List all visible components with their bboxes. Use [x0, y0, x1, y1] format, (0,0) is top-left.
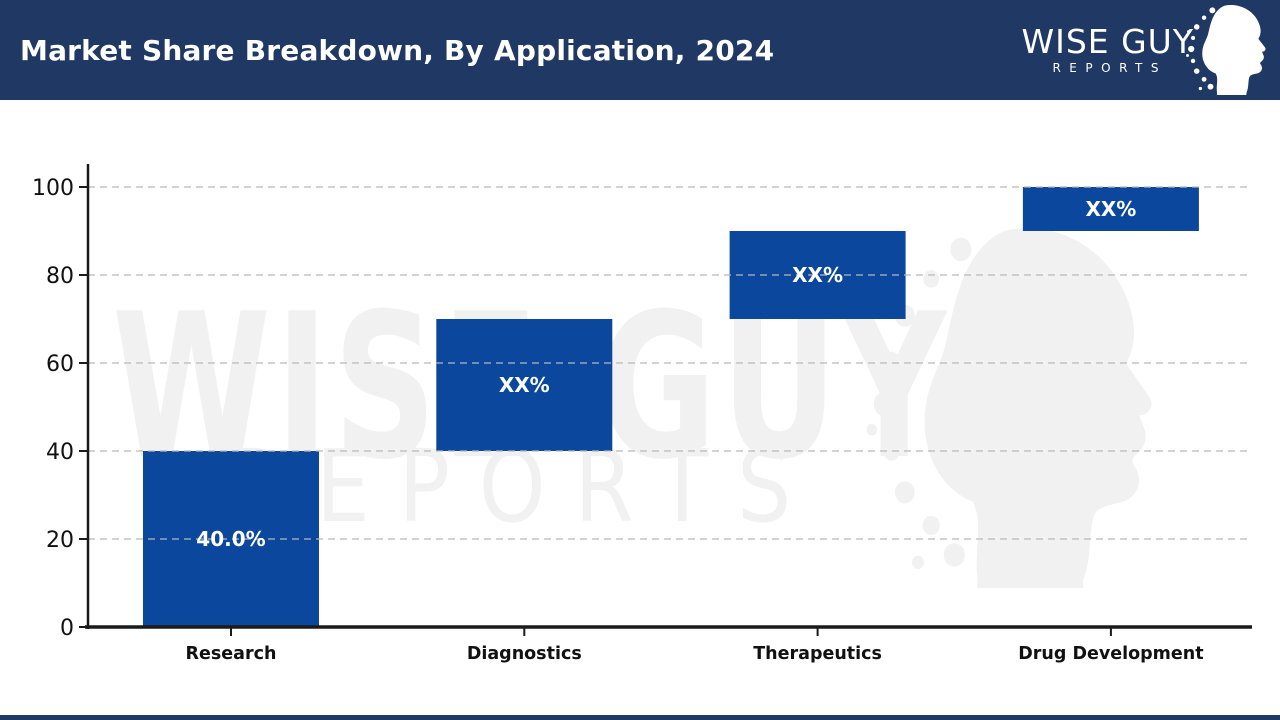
- footer-band: [0, 715, 1280, 720]
- y-tick-label-100: 100: [32, 176, 74, 201]
- logo-face-icon: [1186, 5, 1266, 95]
- y-tick-label-80: 80: [46, 264, 74, 289]
- bar-label-therapeutics: XX%: [792, 263, 843, 287]
- y-tick-label-20: 20: [46, 528, 74, 553]
- bar-label-drug-development: XX%: [1085, 197, 1136, 221]
- logo-text: WISE GUY REPORTS: [1021, 25, 1194, 75]
- bar-drug-development: [1022, 187, 1199, 231]
- bar-therapeutics: [729, 231, 906, 319]
- x-tick-label-therapeutics: Therapeutics: [753, 644, 882, 664]
- logo-wordmark: WISE GUY: [1021, 22, 1194, 61]
- header-band: Market Share Breakdown, By Application, …: [0, 0, 1280, 100]
- x-tick-label-research: Research: [186, 644, 277, 664]
- bar-chart: 0 20 40 60 80 100 Research Diagnostics Therapeut…: [32, 164, 1252, 664]
- chart-title: Market Share Breakdown, By Application, …: [20, 33, 775, 67]
- bar-diagnostics: [436, 319, 613, 451]
- y-tick-label-60: 60: [46, 352, 74, 377]
- logo-subtext: REPORTS: [1052, 61, 1167, 75]
- y-tick-label-0: 0: [60, 616, 74, 641]
- x-tick-label-drug-development: Drug Development: [1018, 644, 1203, 664]
- bar-label-research: 40.0%: [196, 527, 265, 551]
- brand-logo: WISE GUY REPORTS: [1021, 5, 1280, 95]
- x-tick-label-diagnostics: Diagnostics: [467, 644, 582, 664]
- bar-label-diagnostics: XX%: [499, 373, 550, 397]
- watermark-subtext: REPORTS: [228, 428, 820, 545]
- y-tick-label-40: 40: [46, 440, 74, 465]
